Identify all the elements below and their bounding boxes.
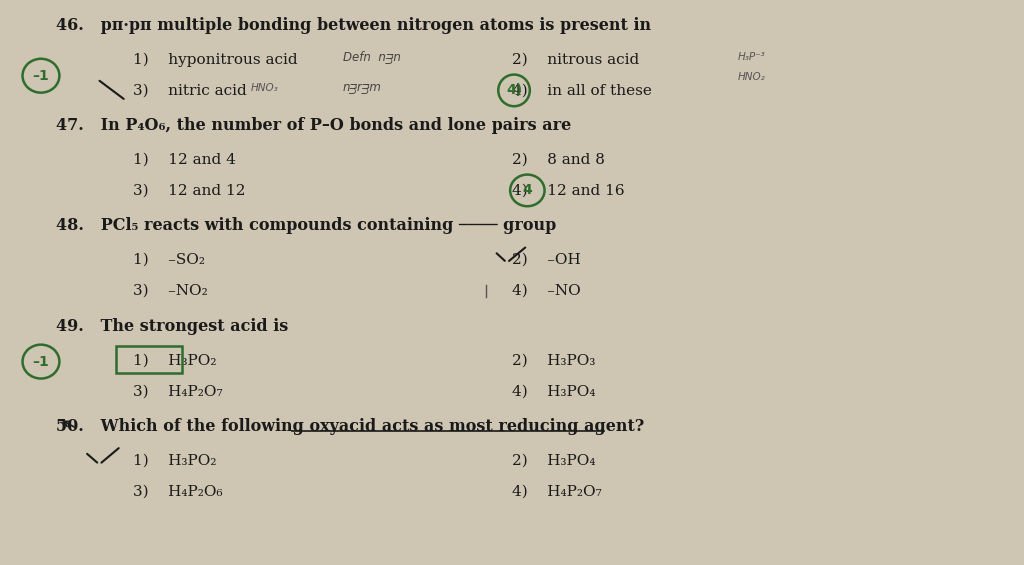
Text: H₃P⁻³: H₃P⁻³: [737, 51, 765, 62]
Text: HNO₂: HNO₂: [737, 72, 765, 82]
Text: 1)    –SO₂: 1) –SO₂: [133, 253, 205, 267]
Text: 4)    H₃PO₄: 4) H₃PO₄: [512, 385, 596, 398]
Text: 4)    in all of these: 4) in all of these: [512, 84, 652, 97]
Text: 2)    H₃PO₃: 2) H₃PO₃: [512, 354, 595, 367]
Text: 48.   PCl₅ reacts with compounds containing ──── group: 48. PCl₅ reacts with compounds containin…: [56, 218, 557, 234]
Text: 46.   pπ·pπ multiple bonding between nitrogen atoms is present in: 46. pπ·pπ multiple bonding between nitro…: [56, 17, 651, 34]
Text: 4: 4: [522, 184, 532, 197]
Text: 3)    H₄P₂O₆: 3) H₄P₂O₆: [133, 485, 223, 498]
Text: 4)    H₄P₂O₇: 4) H₄P₂O₇: [512, 485, 602, 498]
Text: HNO₃: HNO₃: [251, 82, 279, 93]
Text: 47.   In P₄O₆, the number of P–O bonds and lone pairs are: 47. In P₄O₆, the number of P–O bonds and…: [56, 117, 571, 134]
Text: 1)    H₃PO₂: 1) H₃PO₂: [133, 354, 217, 367]
Text: 49.   The strongest acid is: 49. The strongest acid is: [56, 318, 289, 335]
Text: 4)    –NO: 4) –NO: [512, 284, 581, 298]
Text: –1: –1: [33, 69, 49, 82]
Text: 4): 4): [506, 84, 522, 97]
Text: 1)    12 and 4: 1) 12 and 4: [133, 153, 236, 166]
Text: 50.   Which of the following oxyacid acts as most reducing agent?: 50. Which of the following oxyacid acts …: [56, 418, 644, 435]
Text: 2)    –OH: 2) –OH: [512, 253, 581, 267]
Text: Defn  nᴟn: Defn nᴟn: [343, 50, 401, 63]
Text: 3)    nitric acid: 3) nitric acid: [133, 84, 247, 97]
Text: nᴟrᴟm: nᴟrᴟm: [343, 81, 382, 94]
Text: 2)    8 and 8: 2) 8 and 8: [512, 153, 605, 166]
Text: 1)    hyponitrous acid: 1) hyponitrous acid: [133, 52, 298, 67]
Text: 2)    nitrous acid: 2) nitrous acid: [512, 53, 639, 66]
Text: 1)    H₃PO₂: 1) H₃PO₂: [133, 454, 217, 467]
Text: 4)    12 and 16: 4) 12 and 16: [512, 184, 625, 197]
Text: 2)    H₃PO₄: 2) H₃PO₄: [512, 454, 596, 467]
Text: 3)    12 and 12: 3) 12 and 12: [133, 184, 246, 197]
Text: 3)    H₄P₂O₇: 3) H₄P₂O₇: [133, 385, 223, 398]
Text: –1: –1: [33, 355, 49, 368]
Text: 3)    –NO₂: 3) –NO₂: [133, 284, 208, 298]
